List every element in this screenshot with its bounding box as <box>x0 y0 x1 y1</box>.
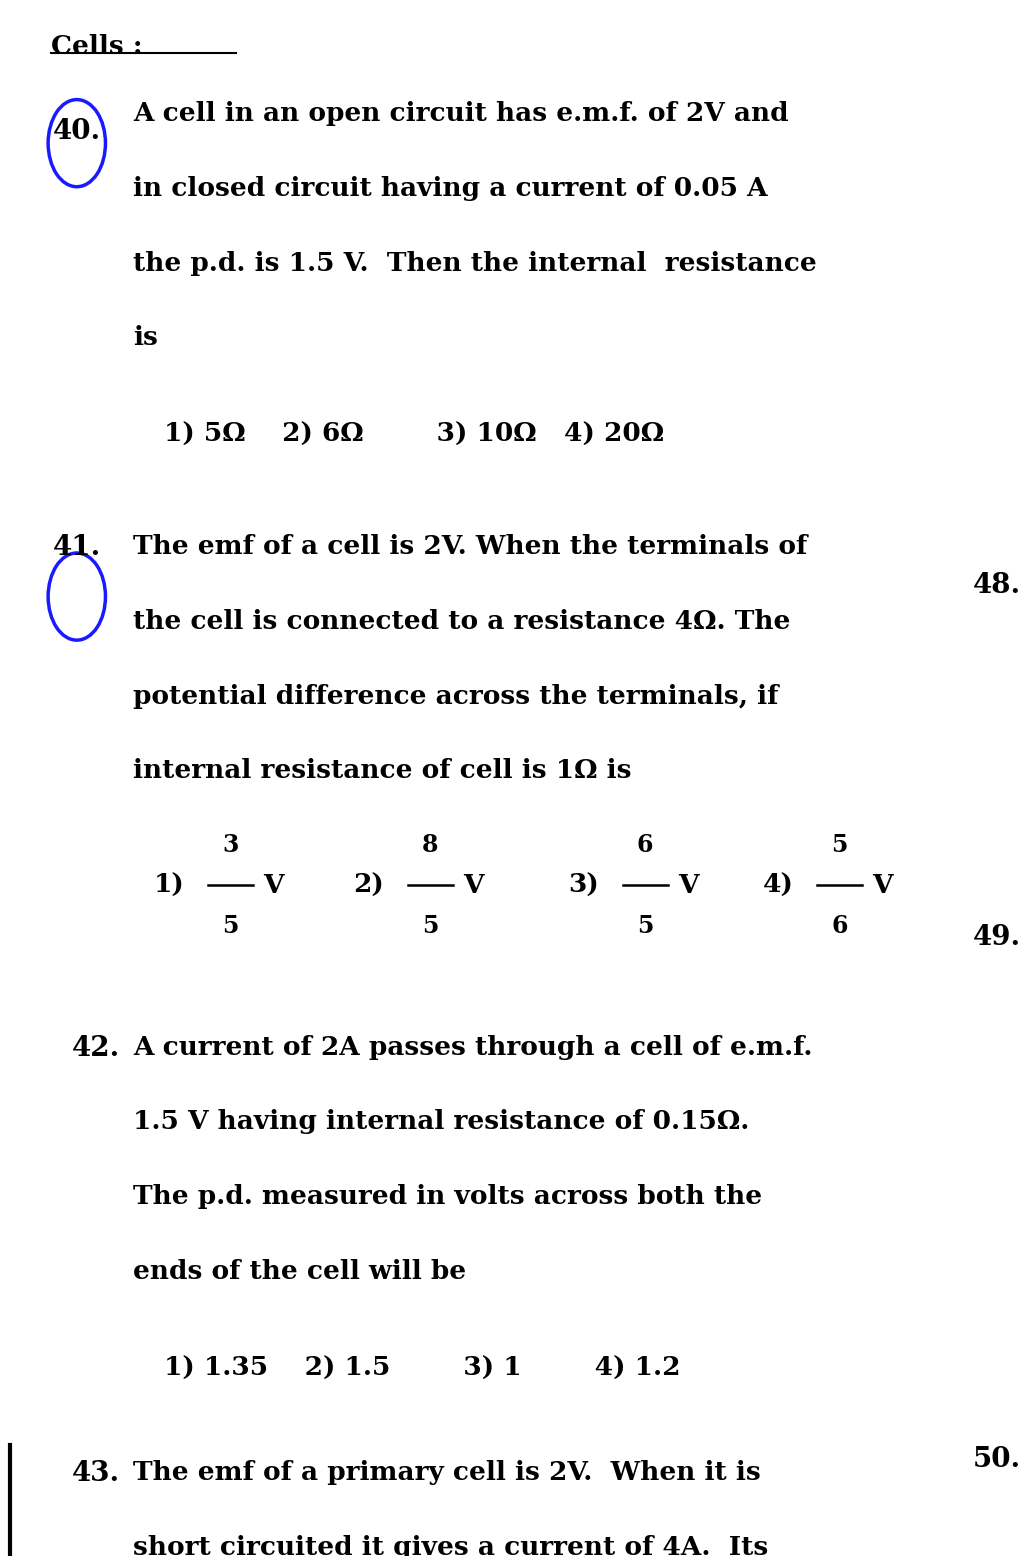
Text: V: V <box>678 873 698 898</box>
Text: V: V <box>263 873 284 898</box>
Text: 41.: 41. <box>52 534 101 562</box>
Text: A cell in an open circuit has e.m.f. of 2V and: A cell in an open circuit has e.m.f. of … <box>133 101 788 126</box>
Text: 1) 1.35    2) 1.5        3) 1        4) 1.2: 1) 1.35 2) 1.5 3) 1 4) 1.2 <box>164 1355 680 1380</box>
Text: potential difference across the terminals, if: potential difference across the terminal… <box>133 683 778 708</box>
Text: the cell is connected to a resistance 4Ω. The: the cell is connected to a resistance 4Ω… <box>133 608 791 633</box>
Text: 5: 5 <box>422 913 438 938</box>
Text: 49.: 49. <box>973 924 1021 951</box>
Text: A current of 2A passes through a cell of e.m.f.: A current of 2A passes through a cell of… <box>133 1035 813 1060</box>
Text: in closed circuit having a current of 0.05 A: in closed circuit having a current of 0.… <box>133 176 768 201</box>
Text: The p.d. measured in volts across both the: The p.d. measured in volts across both t… <box>133 1184 762 1209</box>
Text: 4): 4) <box>763 873 794 898</box>
Text: 5: 5 <box>831 832 848 857</box>
Text: 1): 1) <box>154 873 184 898</box>
Text: 8: 8 <box>422 832 438 857</box>
Text: V: V <box>872 873 893 898</box>
Text: V: V <box>463 873 483 898</box>
Text: is: is <box>133 325 158 350</box>
Text: 3): 3) <box>568 873 599 898</box>
Text: The emf of a cell is 2V. When the terminals of: The emf of a cell is 2V. When the termin… <box>133 534 807 559</box>
Text: 48.: 48. <box>973 571 1021 599</box>
Text: 50.: 50. <box>973 1446 1021 1472</box>
Text: 43.: 43. <box>72 1461 120 1488</box>
Text: 3: 3 <box>222 832 239 857</box>
Text: 42.: 42. <box>72 1035 120 1061</box>
Text: 5: 5 <box>222 913 239 938</box>
Text: 1.5 V having internal resistance of 0.15Ω.: 1.5 V having internal resistance of 0.15… <box>133 1109 750 1134</box>
Text: the p.d. is 1.5 V.  Then the internal  resistance: the p.d. is 1.5 V. Then the internal res… <box>133 251 817 275</box>
Text: 5: 5 <box>637 913 653 938</box>
Text: 1) 5Ω    2) 6Ω        3) 10Ω   4) 20Ω: 1) 5Ω 2) 6Ω 3) 10Ω 4) 20Ω <box>164 422 664 447</box>
Text: ends of the cell will be: ends of the cell will be <box>133 1259 466 1284</box>
Text: The emf of a primary cell is 2V.  When it is: The emf of a primary cell is 2V. When it… <box>133 1461 761 1486</box>
Text: Cells :: Cells : <box>51 34 142 59</box>
Text: 40.: 40. <box>53 118 100 145</box>
Text: 6: 6 <box>637 832 653 857</box>
Text: short circuited it gives a current of 4A.  Its: short circuited it gives a current of 4A… <box>133 1536 768 1556</box>
Text: 6: 6 <box>831 913 848 938</box>
Text: 2): 2) <box>353 873 384 898</box>
Text: internal resistance of cell is 1Ω is: internal resistance of cell is 1Ω is <box>133 758 632 783</box>
